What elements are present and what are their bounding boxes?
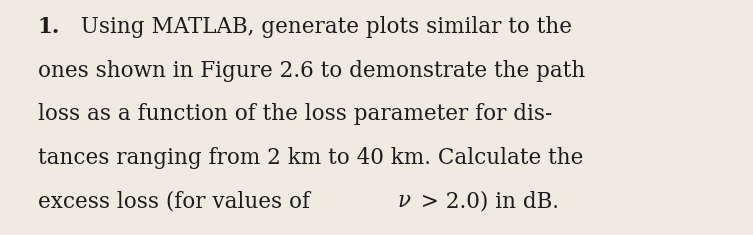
Text: 1.: 1. <box>38 16 60 39</box>
Text: tances ranging from 2 km to 40 km. Calculate the: tances ranging from 2 km to 40 km. Calcu… <box>38 147 583 169</box>
Text: excess loss (for values of: excess loss (for values of <box>38 190 316 212</box>
Text: ν: ν <box>398 190 410 212</box>
Text: > 2.0) in dB.: > 2.0) in dB. <box>414 190 559 212</box>
Text: loss as a function of the loss parameter for dis-: loss as a function of the loss parameter… <box>38 103 552 125</box>
Text: Using MATLAB, generate plots similar to the: Using MATLAB, generate plots similar to … <box>66 16 572 39</box>
Text: ones shown in Figure 2.6 to demonstrate the path: ones shown in Figure 2.6 to demonstrate … <box>38 60 585 82</box>
